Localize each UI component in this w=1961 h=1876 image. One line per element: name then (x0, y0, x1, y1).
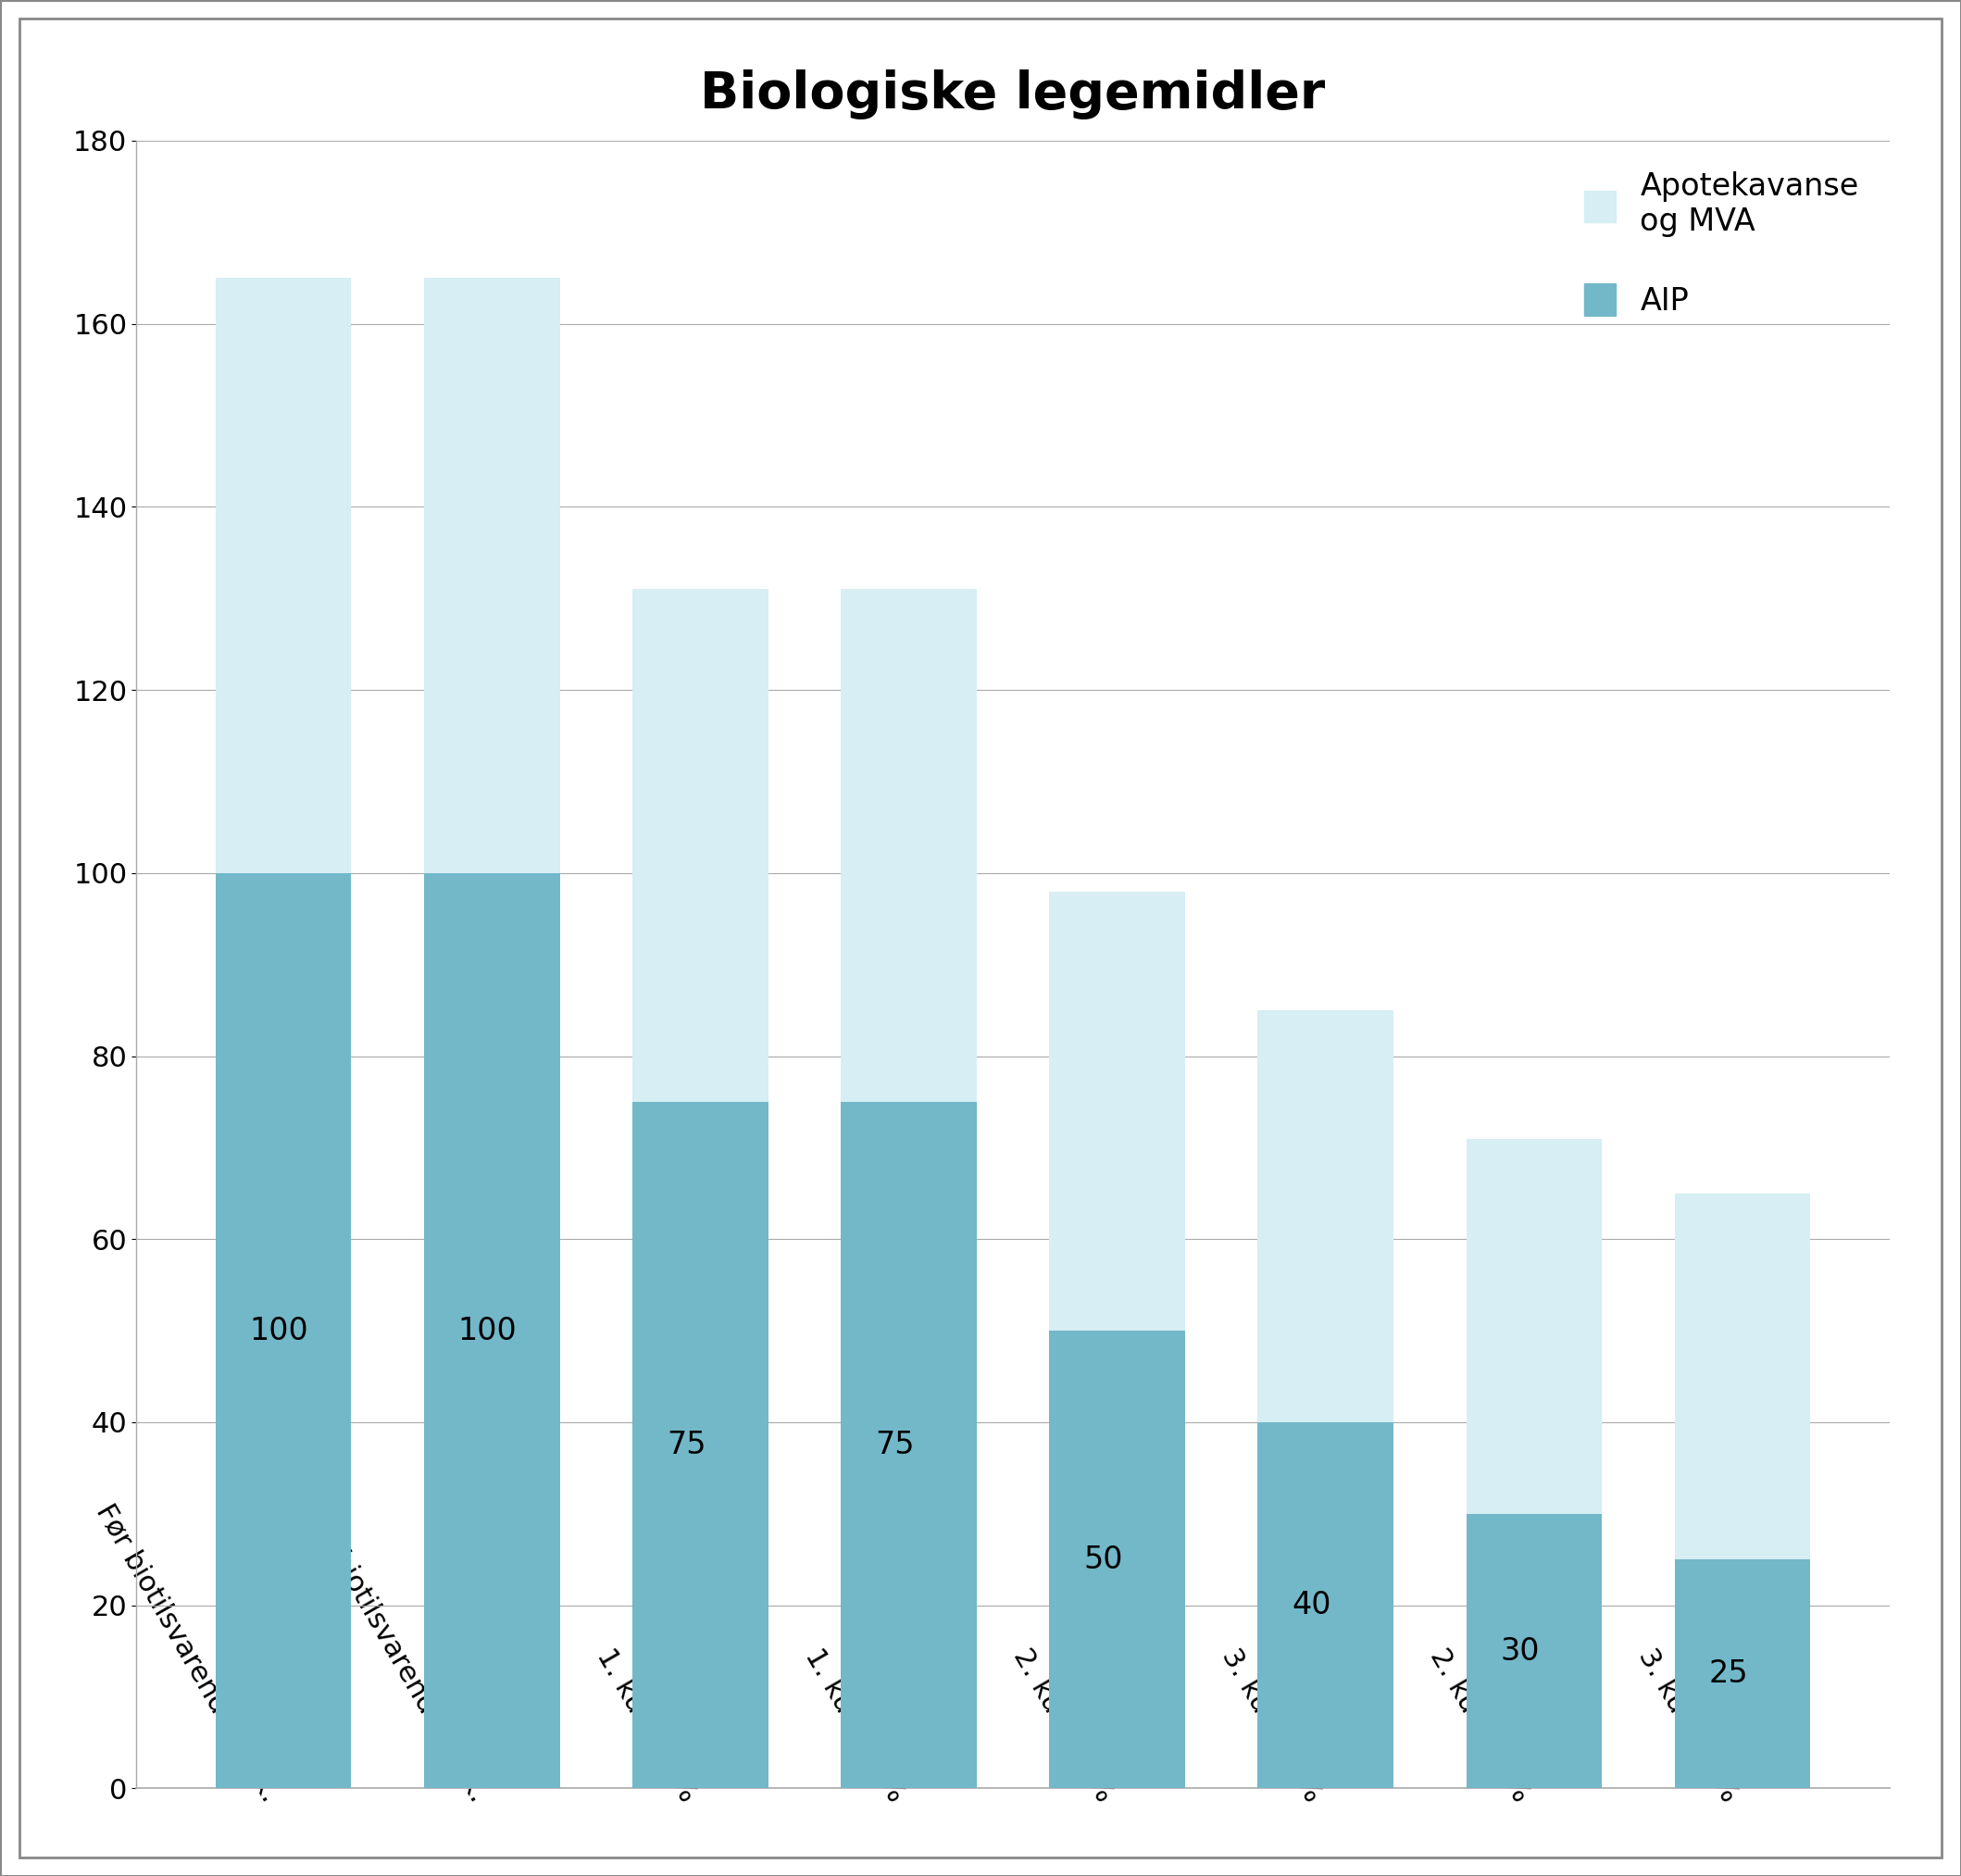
Bar (216, 872, 351, 1788)
Text: 100: 100 (459, 1315, 518, 1345)
Bar (1049, 891, 1184, 1330)
Bar (633, 589, 769, 1101)
Text: 100: 100 (249, 1315, 308, 1345)
Bar (1257, 1422, 1392, 1788)
Bar (1257, 1011, 1392, 1422)
Bar (424, 278, 559, 872)
Legend: Apotekavanse
og MVA, AIP: Apotekavanse og MVA, AIP (1569, 156, 1875, 332)
Bar (841, 589, 977, 1101)
Bar (424, 872, 559, 1788)
Text: 75: 75 (875, 1430, 914, 1460)
Bar (1467, 1139, 1602, 1514)
Bar (216, 278, 351, 872)
Text: 30: 30 (1500, 1636, 1539, 1666)
Bar (1675, 1193, 1810, 1559)
Bar (841, 1101, 977, 1788)
Bar (1467, 1514, 1602, 1788)
Text: 25: 25 (1708, 1658, 1747, 1688)
Bar (1675, 1559, 1810, 1788)
Text: 40: 40 (1292, 1591, 1332, 1621)
Text: 50: 50 (1082, 1544, 1122, 1574)
Bar (1049, 1330, 1184, 1788)
Text: 75: 75 (667, 1430, 706, 1460)
Title: Biologiske legemidler: Biologiske legemidler (700, 69, 1326, 120)
Bar (633, 1101, 769, 1788)
